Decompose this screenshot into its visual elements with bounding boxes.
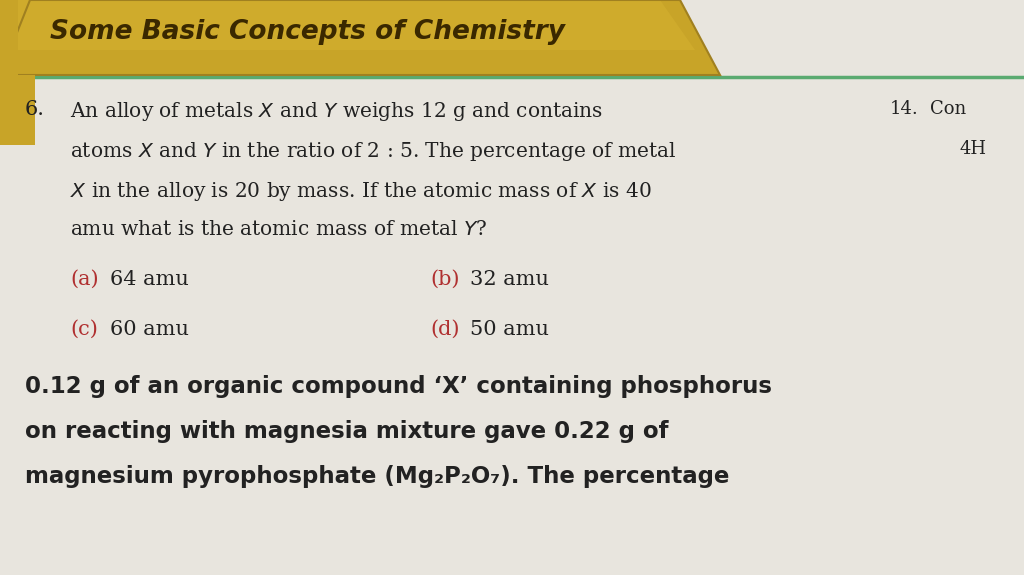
Text: 0.12 g of an organic compound ‘X’ containing phosphorus: 0.12 g of an organic compound ‘X’ contai…	[25, 375, 772, 398]
Polygon shape	[0, 0, 695, 50]
Text: 64 amu: 64 amu	[110, 270, 188, 289]
Text: amu what is the atomic mass of metal $Y$?: amu what is the atomic mass of metal $Y$…	[70, 220, 487, 239]
Text: on reacting with magnesia mixture gave 0.22 g of: on reacting with magnesia mixture gave 0…	[25, 420, 669, 443]
Text: 60 amu: 60 amu	[110, 320, 188, 339]
Text: Con: Con	[930, 100, 967, 118]
Text: Some Basic Concepts of Chemistry: Some Basic Concepts of Chemistry	[50, 19, 565, 45]
Text: (a): (a)	[70, 270, 98, 289]
Text: 50 amu: 50 amu	[470, 320, 549, 339]
Text: atoms $X$ and $Y$ in the ratio of 2 : 5. The percentage of metal: atoms $X$ and $Y$ in the ratio of 2 : 5.…	[70, 140, 676, 163]
Text: $X$ in the alloy is 20 by mass. If the atomic mass of $X$ is 40: $X$ in the alloy is 20 by mass. If the a…	[70, 180, 651, 203]
Text: 6.: 6.	[25, 100, 45, 119]
Text: 4H: 4H	[961, 140, 987, 158]
Text: 32 amu: 32 amu	[470, 270, 549, 289]
Text: (c): (c)	[70, 320, 98, 339]
Polygon shape	[0, 0, 18, 145]
Polygon shape	[18, 75, 35, 145]
Polygon shape	[0, 0, 720, 75]
Text: (b): (b)	[430, 270, 460, 289]
Text: magnesium pyrophosphate (Mg₂P₂O₇). The percentage: magnesium pyrophosphate (Mg₂P₂O₇). The p…	[25, 465, 729, 488]
Text: An alloy of metals $X$ and $Y$ weighs 12 g and contains: An alloy of metals $X$ and $Y$ weighs 12…	[70, 100, 603, 123]
Text: (d): (d)	[430, 320, 460, 339]
Text: 14.: 14.	[890, 100, 919, 118]
